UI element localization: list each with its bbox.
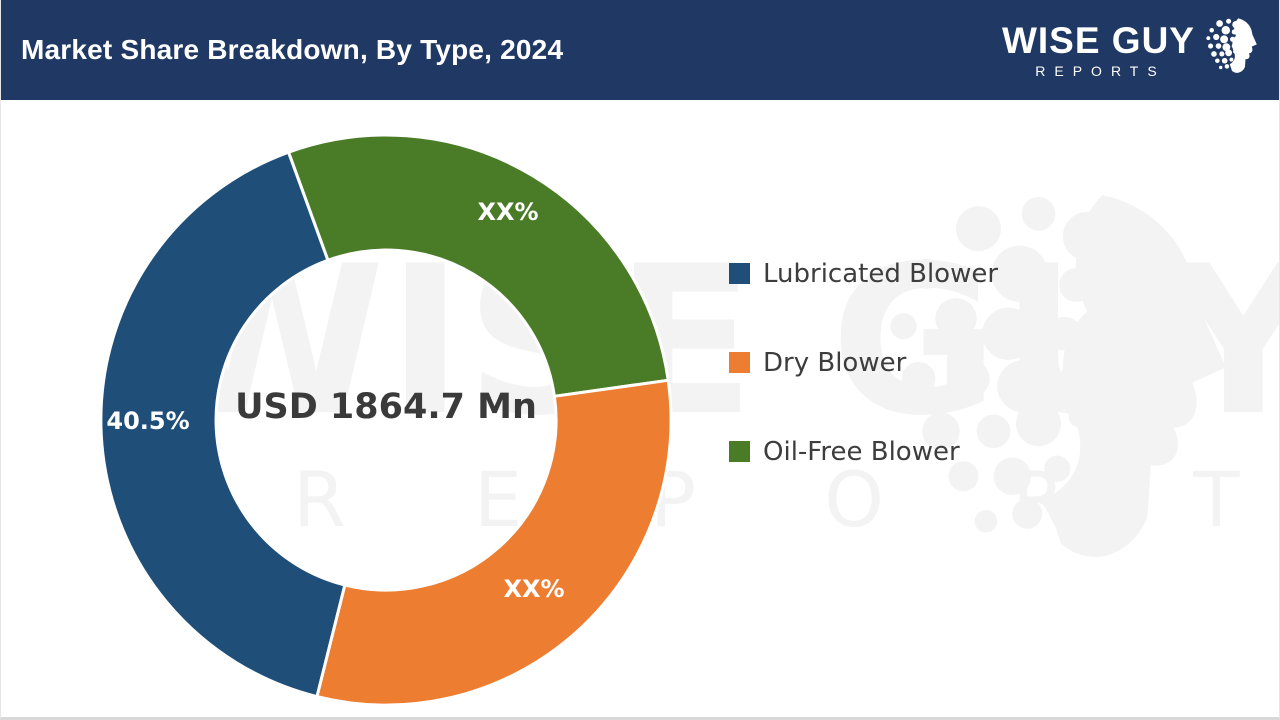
logo-tagline: REPORTS	[1035, 62, 1166, 79]
donut-chart	[99, 133, 673, 707]
pie-segment-dry-blower	[315, 378, 673, 707]
donut-center-value: USD 1864.7 Mn	[235, 387, 537, 427]
pie-segment-oil-free-blower	[287, 133, 670, 398]
legend-item-dry-blower: Dry Blower	[729, 347, 998, 378]
segment-label-dry: XX%	[503, 575, 565, 603]
page-title: Market Share Breakdown, By Type, 2024	[21, 34, 564, 65]
wiseguy-face-icon	[1201, 12, 1263, 88]
segment-label-oil-free: XX%	[477, 198, 539, 226]
wiseguy-logo: WISE GUY REPORTS	[1002, 12, 1263, 88]
segment-label-lubricated: 40.5%	[106, 407, 190, 435]
pie-segment-lubricated-blower	[99, 150, 347, 699]
legend-swatch-dry	[729, 352, 750, 373]
logo-wordmark: WISE GUY	[1001, 19, 1195, 61]
legend-swatch-lubricated	[729, 263, 750, 284]
legend-item-oil-free-blower: Oil-Free Blower	[729, 436, 998, 467]
legend-label-lubricated: Lubricated Blower	[763, 258, 999, 289]
logo-text: WISE GUY REPORTS	[1002, 22, 1195, 79]
legend-label-oil-free: Oil-Free Blower	[763, 436, 960, 467]
legend-item-lubricated-blower: Lubricated Blower	[729, 258, 999, 289]
legend-swatch-oil-free	[729, 441, 750, 462]
chart-legend: Lubricated Blower Dry Blower Oil-Free Bl…	[729, 258, 999, 528]
header-bar: Market Share Breakdown, By Type, 2024 WI…	[1, 0, 1279, 100]
chart-area: WISE GUY R E P O R T S 40.5% XX% XX% USD…	[1, 100, 1279, 717]
legend-label-dry: Dry Blower	[763, 347, 907, 378]
watermark: WISE GUY R E P O R T S	[1, 100, 1279, 717]
